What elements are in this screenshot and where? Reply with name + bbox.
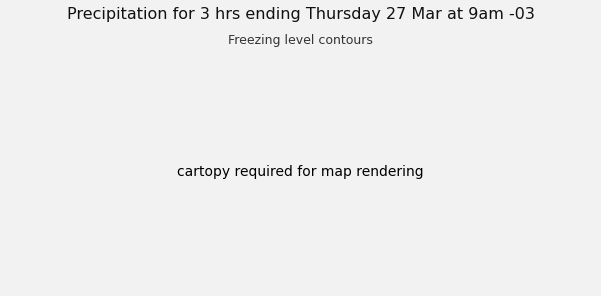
Text: Precipitation for 3 hrs ending Thursday 27 Mar at 9am -03: Precipitation for 3 hrs ending Thursday … [67, 7, 534, 22]
Text: cartopy required for map rendering: cartopy required for map rendering [177, 165, 424, 179]
Text: Freezing level contours: Freezing level contours [228, 33, 373, 46]
